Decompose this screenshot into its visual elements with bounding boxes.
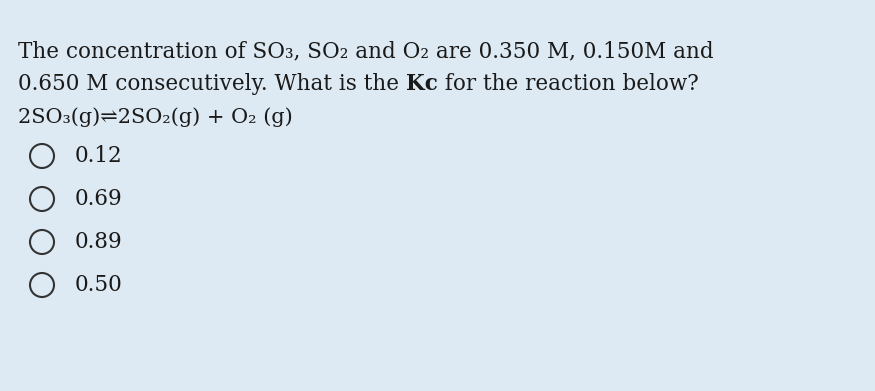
Text: 0.12: 0.12 <box>75 145 123 167</box>
Text: 0.69: 0.69 <box>75 188 123 210</box>
Text: 0.50: 0.50 <box>75 274 123 296</box>
Text: 2SO₃(g)⇌2SO₂(g) + O₂ (g): 2SO₃(g)⇌2SO₂(g) + O₂ (g) <box>18 107 293 127</box>
Text: 0.89: 0.89 <box>75 231 123 253</box>
Text: Kc: Kc <box>406 73 438 95</box>
Text: The concentration of SO₃, SO₂ and O₂ are 0.350 M, 0.150M and: The concentration of SO₃, SO₂ and O₂ are… <box>18 40 714 62</box>
Text: for the reaction below?: for the reaction below? <box>438 73 698 95</box>
Text: 0.650 M consecutively. What is the: 0.650 M consecutively. What is the <box>18 73 406 95</box>
